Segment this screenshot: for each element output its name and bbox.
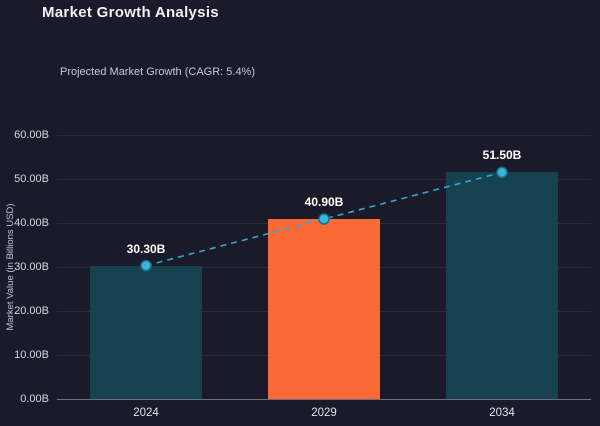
y-tick-label: 50.00B — [14, 173, 49, 185]
x-tick-label: 2029 — [311, 407, 337, 419]
x-tick-label: 2024 — [133, 407, 159, 419]
y-tick-label: 30.00B — [14, 261, 49, 273]
y-tick-label: 60.00B — [14, 129, 49, 141]
y-tick-label: 40.00B — [14, 217, 49, 229]
bar-2024 — [90, 265, 202, 399]
x-axis-line — [57, 399, 591, 400]
y-tick-label: 10.00B — [14, 349, 49, 361]
bar-2034 — [446, 172, 558, 399]
gridline — [57, 135, 591, 136]
bar-value-label: 40.90B — [304, 195, 344, 210]
bar-2029 — [268, 219, 380, 399]
y-tick-label: 20.00B — [14, 305, 49, 317]
x-tick-label: 2034 — [489, 407, 515, 419]
y-tick-label: 0.00B — [20, 393, 49, 405]
bar-value-label: 51.50B — [482, 148, 522, 163]
chart-subtitle: Projected Market Growth (CAGR: 5.4%) — [60, 66, 256, 78]
chart-title: Market Growth Analysis — [42, 4, 219, 21]
bar-value-label: 30.30B — [126, 241, 166, 256]
plot-area: 0.00B 10.00B 20.00B 30.00B 40.00B 50.00B 60.00… — [14, 129, 591, 419]
